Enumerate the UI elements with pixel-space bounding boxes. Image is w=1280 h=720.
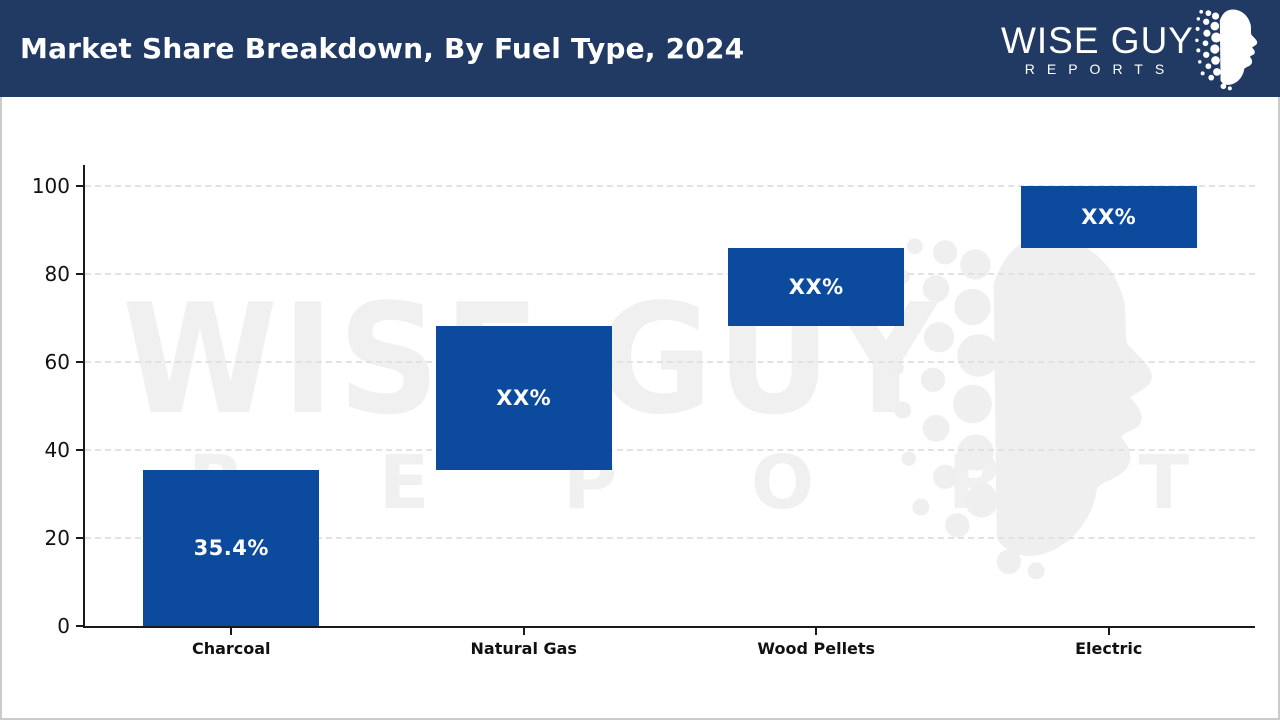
y-axis-label-20: 20 bbox=[44, 526, 70, 550]
bar-electric: XX% bbox=[1020, 186, 1197, 249]
wiseguy-logo: WISE GUY REPORTS bbox=[1001, 6, 1266, 92]
watermark-face-icon bbox=[889, 236, 1152, 580]
page-title: Market Share Breakdown, By Fuel Type, 20… bbox=[20, 32, 745, 65]
y-axis-label-80: 80 bbox=[44, 262, 70, 286]
y-axis-spine bbox=[83, 165, 85, 628]
y-axis-tick-100 bbox=[76, 185, 84, 187]
x-axis-tick-2 bbox=[815, 628, 818, 635]
gridline-40 bbox=[85, 449, 1255, 451]
y-axis-label-100: 100 bbox=[31, 174, 70, 198]
x-axis-spine bbox=[83, 626, 1255, 628]
y-axis-tick-80 bbox=[76, 273, 84, 275]
bar-wood-pellets: XX% bbox=[728, 248, 905, 327]
bar-charcoal: 35.4% bbox=[143, 470, 320, 626]
wiseguy-face-icon bbox=[1195, 9, 1258, 90]
y-axis-tick-20 bbox=[76, 537, 84, 539]
logo-wordmark: WISE GUY bbox=[1000, 19, 1194, 61]
y-axis-label-0: 0 bbox=[57, 614, 70, 638]
y-axis-label-60: 60 bbox=[44, 350, 70, 374]
y-axis-label-40: 40 bbox=[44, 438, 70, 462]
y-axis-tick-0 bbox=[76, 625, 84, 627]
gridline-80 bbox=[85, 273, 1255, 275]
bar-value-label: 35.4% bbox=[193, 536, 269, 561]
x-axis-label-2: Wood Pellets bbox=[757, 639, 876, 658]
wiseguy-logo-text: WISE GUY REPORTS bbox=[1001, 22, 1194, 76]
x-axis-tick-0 bbox=[230, 628, 233, 635]
gridline-100 bbox=[85, 185, 1255, 187]
logo-subtitle: REPORTS bbox=[1024, 60, 1177, 77]
x-axis-tick-1 bbox=[522, 628, 525, 635]
x-axis-label-3: Electric bbox=[1075, 639, 1143, 658]
x-axis-label-1: Natural Gas bbox=[470, 639, 577, 658]
gridline-20 bbox=[85, 537, 1255, 539]
x-axis-tick-3 bbox=[1107, 628, 1110, 635]
bar-natural-gas: XX% bbox=[435, 326, 612, 471]
bar-value-label: XX% bbox=[788, 275, 844, 300]
bar-value-label: XX% bbox=[1081, 205, 1137, 230]
gridline-60 bbox=[85, 361, 1255, 363]
x-axis-label-0: Charcoal bbox=[191, 639, 271, 658]
bar-value-label: XX% bbox=[496, 386, 552, 411]
y-axis-tick-40 bbox=[76, 449, 84, 451]
y-axis-tick-60 bbox=[76, 361, 84, 363]
header-bar: Market Share Breakdown, By Fuel Type, 20… bbox=[0, 0, 1280, 97]
